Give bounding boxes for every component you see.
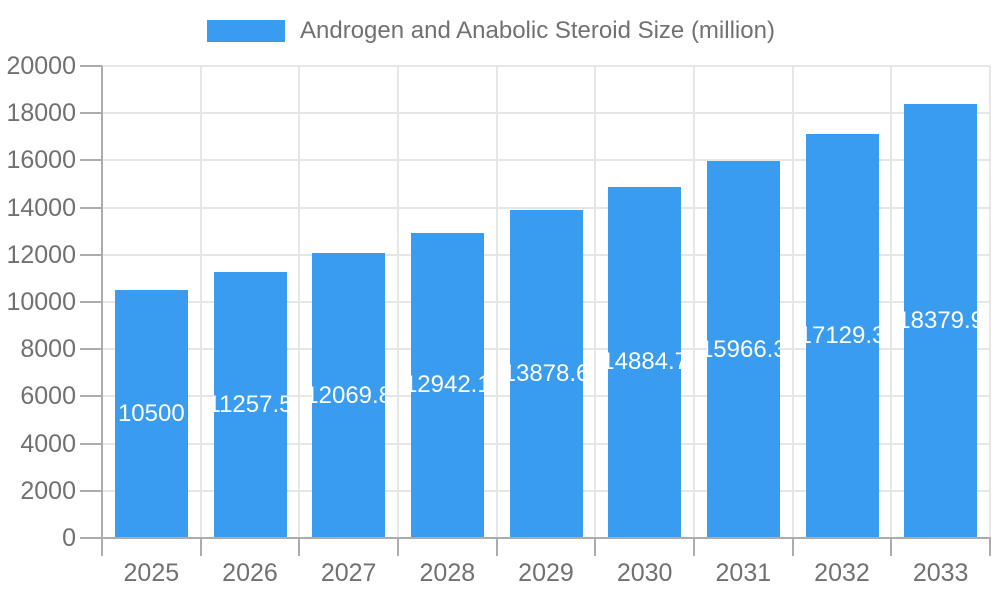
horizontal-gridline <box>102 65 990 67</box>
vertical-gridline <box>890 66 893 538</box>
y-tick-mark <box>80 65 102 67</box>
bar: 10500 <box>114 290 188 538</box>
y-tick-mark <box>80 442 102 445</box>
x-tick-mark <box>693 538 695 556</box>
vertical-gridline <box>791 66 794 538</box>
x-tick-label: 2032 <box>814 559 870 587</box>
bar-value-label: 18379.9 <box>904 307 977 335</box>
y-tick-mark <box>80 112 102 115</box>
bar: 14884.7 <box>608 186 682 538</box>
bar: 12942.1 <box>410 232 484 538</box>
bar-value-label: 10500 <box>117 400 185 428</box>
y-tick-label: 8000 <box>20 335 76 364</box>
y-tick-mark <box>80 301 102 303</box>
x-tick-mark <box>199 538 202 556</box>
x-tick-mark <box>890 538 893 556</box>
y-tick-label: 16000 <box>6 146 76 175</box>
vertical-gridline <box>495 66 498 538</box>
bar: 11257.5 <box>213 272 287 538</box>
bar: 15966.3 <box>706 161 780 538</box>
y-tick-label: 20000 <box>6 52 76 80</box>
bar: 18379.9 <box>904 104 978 538</box>
vertical-gridline <box>397 66 399 538</box>
bar: 13878.6 <box>509 210 583 538</box>
y-axis-line <box>101 66 103 540</box>
x-tick-mark <box>101 538 103 556</box>
x-tick-mark <box>397 538 399 556</box>
x-tick-mark <box>495 538 498 556</box>
horizontal-gridline <box>102 112 990 115</box>
x-tick-mark <box>989 538 991 556</box>
y-tick-mark <box>80 253 102 256</box>
legend-label: Androgen and Anabolic Steroid Size (mill… <box>300 17 775 44</box>
y-tick-label: 0 <box>62 524 76 552</box>
bar: 12069.8 <box>312 253 386 538</box>
horizontal-gridline <box>102 159 990 162</box>
y-tick-mark <box>80 395 102 398</box>
y-tick-mark <box>80 537 102 539</box>
y-tick-label: 18000 <box>6 99 76 128</box>
x-tick-label: 2027 <box>320 559 377 587</box>
legend-item[interactable]: Androgen and Anabolic Steroid Size (mill… <box>207 17 775 45</box>
y-tick-mark <box>80 159 102 162</box>
vertical-gridline <box>989 66 991 538</box>
y-tick-label: 6000 <box>20 382 76 411</box>
x-tick-mark <box>791 538 794 556</box>
bar-value-label: 12942.1 <box>411 371 484 399</box>
vertical-gridline <box>199 66 202 538</box>
legend-swatch-icon <box>207 20 285 42</box>
x-tick-label: 2031 <box>715 559 772 587</box>
y-tick-label: 14000 <box>6 193 76 222</box>
x-tick-mark <box>594 538 597 556</box>
x-tick-label: 2028 <box>419 559 476 587</box>
x-axis-line <box>101 537 991 539</box>
vertical-gridline <box>594 66 597 538</box>
bar-value-label: 11257.5 <box>214 391 287 419</box>
y-tick-label: 12000 <box>6 240 76 269</box>
y-tick-label: 2000 <box>20 476 76 505</box>
x-tick-label: 2029 <box>518 559 574 587</box>
bar-value-label: 12069.8 <box>312 381 385 409</box>
vertical-gridline <box>693 66 695 538</box>
bar: 17129.3 <box>805 133 879 538</box>
x-tick-label: 2025 <box>123 559 180 587</box>
vertical-gridline <box>298 66 301 538</box>
x-tick-label: 2026 <box>222 559 278 587</box>
bar-value-label: 13878.6 <box>510 360 583 388</box>
y-tick-mark <box>80 348 102 351</box>
bar-value-label: 14884.7 <box>608 348 681 376</box>
bar-value-label: 17129.3 <box>806 321 879 349</box>
bar-value-label: 15966.3 <box>707 335 780 363</box>
y-tick-mark <box>80 489 102 492</box>
y-tick-label: 10000 <box>6 288 76 316</box>
y-tick-mark <box>80 206 102 209</box>
y-tick-label: 4000 <box>20 429 76 458</box>
x-tick-label: 2030 <box>616 559 673 587</box>
x-tick-mark <box>298 538 301 556</box>
horizontal-gridline <box>102 206 990 209</box>
x-tick-label: 2033 <box>912 559 969 587</box>
